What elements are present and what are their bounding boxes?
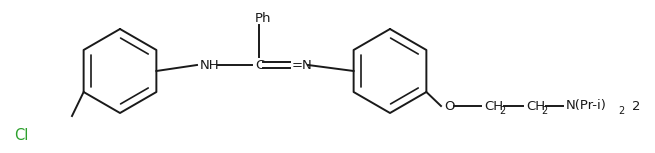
Text: Ph: Ph bbox=[255, 11, 272, 24]
Text: =N: =N bbox=[292, 58, 312, 71]
Text: Cl: Cl bbox=[14, 127, 28, 142]
Text: 2: 2 bbox=[632, 99, 641, 112]
Text: 2: 2 bbox=[618, 106, 624, 116]
Text: O: O bbox=[444, 99, 455, 112]
Text: 2: 2 bbox=[499, 106, 505, 116]
Text: NH: NH bbox=[200, 58, 219, 71]
Text: N(Pr-i): N(Pr-i) bbox=[566, 99, 607, 112]
Text: CH: CH bbox=[484, 99, 503, 112]
Text: CH: CH bbox=[526, 99, 545, 112]
Text: C: C bbox=[255, 58, 264, 71]
Text: 2: 2 bbox=[541, 106, 547, 116]
